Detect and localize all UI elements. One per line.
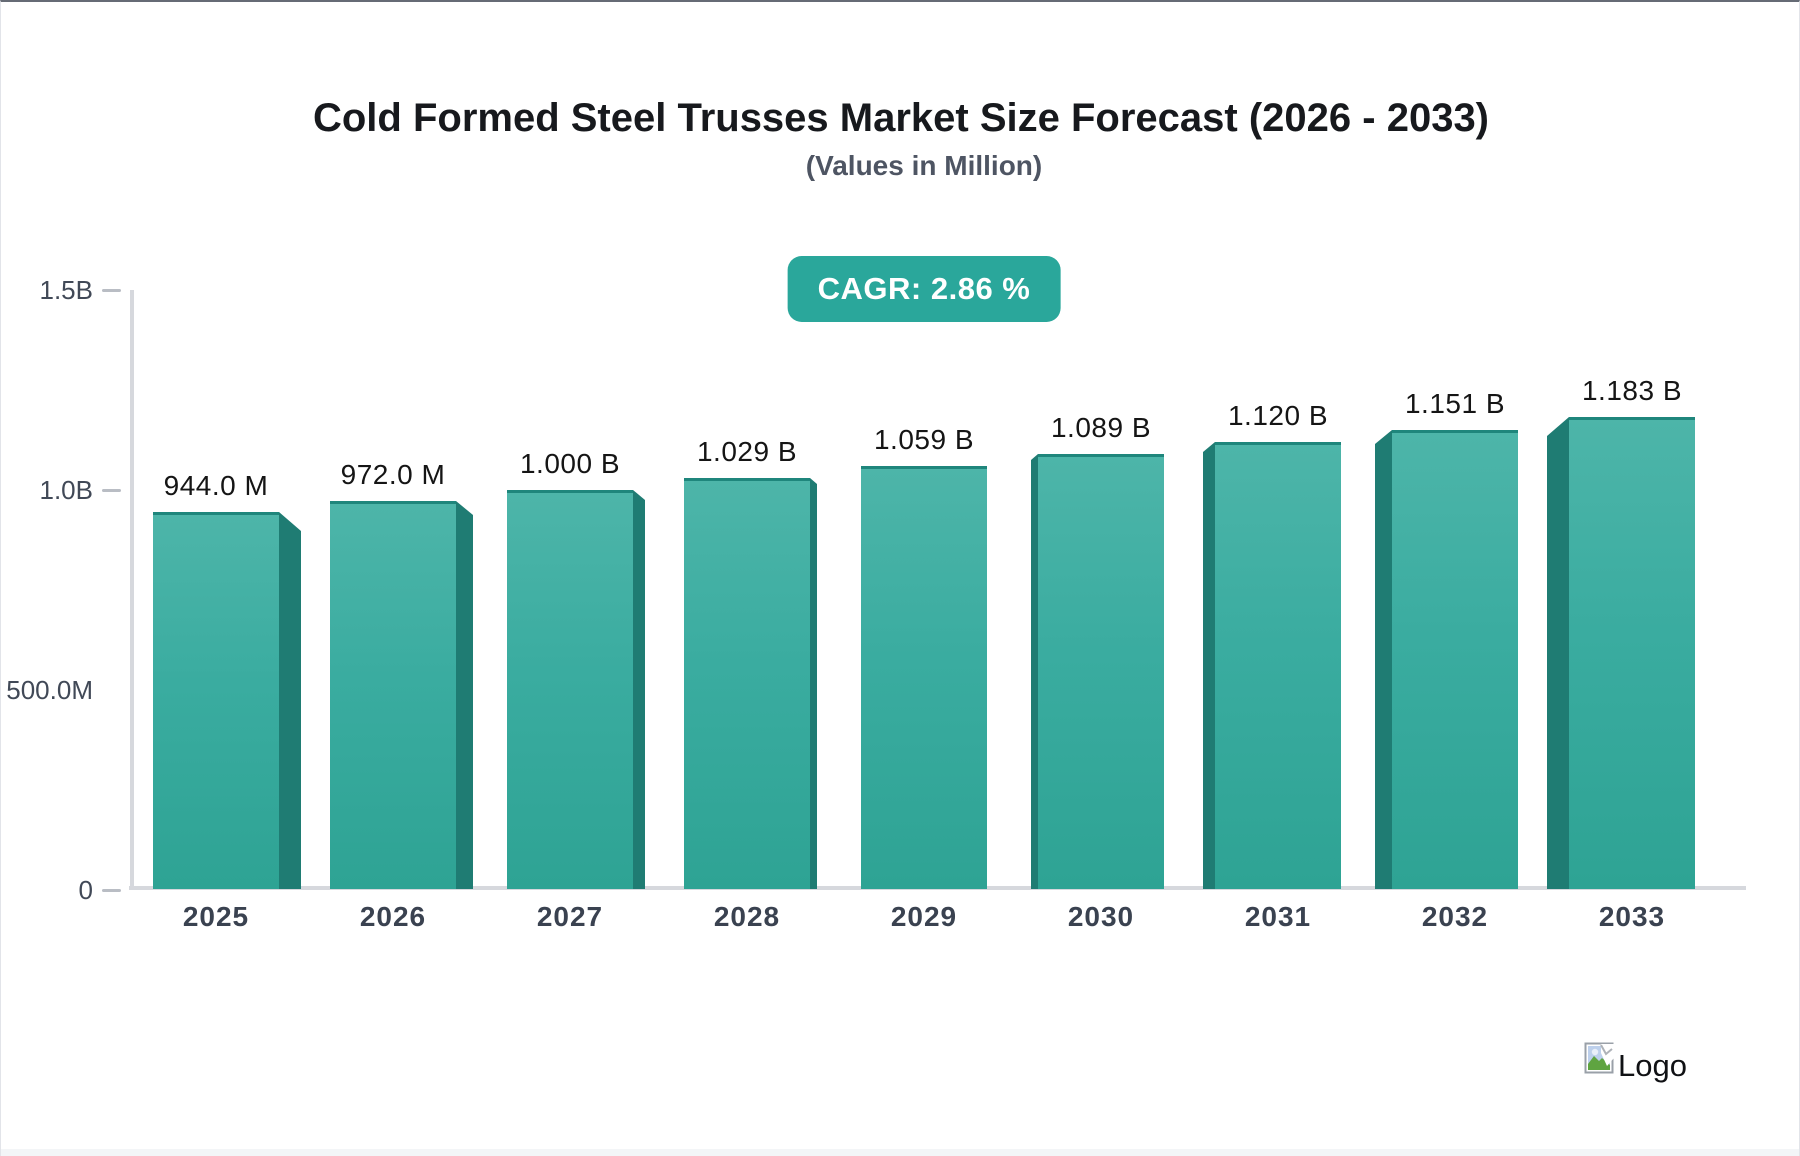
broken-image-icon <box>1584 1042 1616 1081</box>
y-tick-label: 500.0M <box>6 675 93 705</box>
bar <box>1392 430 1518 889</box>
x-axis-label: 2027 <box>536 901 604 932</box>
y-tick-label: 1.5B <box>39 275 94 305</box>
y-tick-label: 1.0B <box>39 475 94 505</box>
x-axis-label: 2030 <box>1067 901 1135 932</box>
bar-value-label: 944.0 M <box>163 470 269 501</box>
bar <box>1569 417 1695 889</box>
x-axis-label: 2026 <box>359 901 427 932</box>
y-tick-dash <box>102 889 121 892</box>
chart-subtitle: (Values in Million) <box>805 150 1043 181</box>
bar <box>1215 442 1341 889</box>
bar-value-label: 1.183 B <box>1581 375 1683 406</box>
bar-side-face <box>810 478 817 889</box>
bar-value-label: 972.0 M <box>340 459 446 490</box>
x-axis-label: 2031 <box>1244 901 1312 932</box>
chart-title: Cold Formed Steel Trusses Market Size Fo… <box>312 96 1490 140</box>
x-axis-label: 2025 <box>182 901 250 932</box>
bar <box>507 490 633 889</box>
bar-side-face <box>633 490 645 889</box>
logo: Logo <box>1584 1042 1687 1086</box>
bar-value-label: 1.120 B <box>1227 400 1329 431</box>
bar-value-label: 1.089 B <box>1050 412 1152 443</box>
bar-value-label: 1.059 B <box>873 424 975 455</box>
bar-side-face <box>1375 430 1392 889</box>
x-axis-label: 2029 <box>890 901 958 932</box>
logo-text: Logo <box>1618 1048 1687 1083</box>
bar <box>861 466 987 889</box>
y-tick-dash <box>102 289 121 292</box>
bottom-strip <box>1 1149 1799 1156</box>
bar <box>1038 454 1164 889</box>
bar-value-label: 1.029 B <box>696 436 798 467</box>
bar-value-label: 1.000 B <box>519 448 621 479</box>
bar-side-face <box>456 501 473 889</box>
cagr-badge: CAGR: 2.86 % <box>787 256 1061 322</box>
x-axis-label: 2033 <box>1598 901 1666 932</box>
bar <box>330 501 456 889</box>
bar-side-face <box>279 512 301 889</box>
bar-side-face <box>1547 417 1569 889</box>
bar <box>153 512 279 889</box>
y-tick-dash <box>102 489 121 492</box>
bar-value-label: 1.151 B <box>1404 388 1506 419</box>
bar-side-face <box>1031 454 1038 889</box>
bar-side-face <box>1203 442 1215 889</box>
bar <box>684 478 810 889</box>
y-axis-line <box>130 290 134 888</box>
x-axis-label: 2028 <box>713 901 781 932</box>
x-axis-label: 2032 <box>1421 901 1489 932</box>
y-tick-label: 0 <box>78 875 93 905</box>
